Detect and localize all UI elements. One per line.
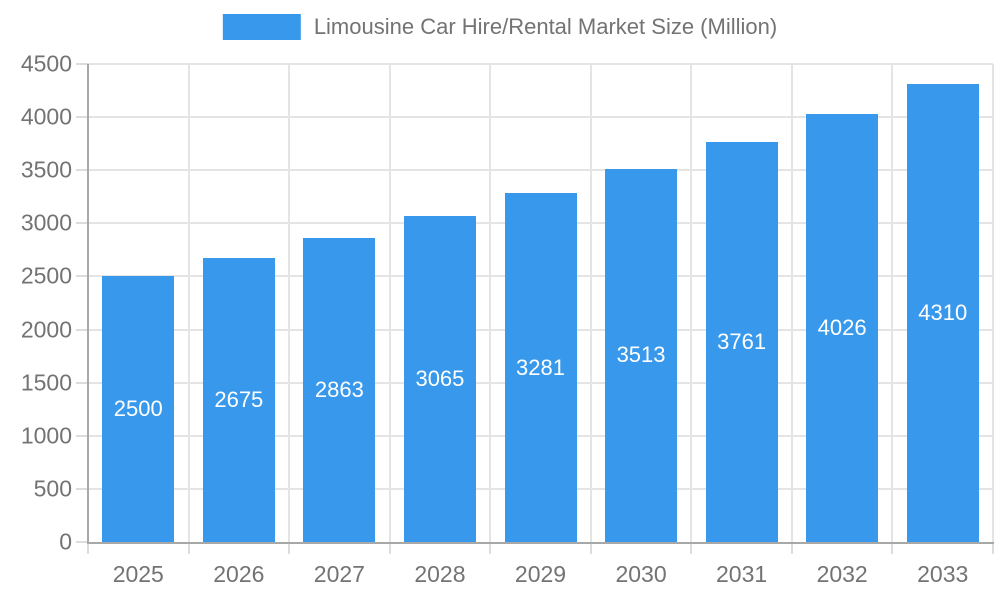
bar-2027	[303, 237, 376, 542]
bar-value-label: 2675	[214, 386, 264, 412]
x-tick	[388, 542, 391, 554]
bar-value-label: 3065	[415, 366, 465, 392]
y-tick	[76, 328, 88, 331]
y-tick	[76, 116, 88, 119]
bar-2033	[906, 84, 979, 542]
x-gridline	[288, 64, 291, 542]
y-axis-label: 1500	[20, 369, 72, 396]
y-tick	[76, 487, 88, 490]
bar-value-label: 2500	[113, 396, 163, 422]
y-axis-line	[87, 64, 89, 544]
y-tick	[76, 63, 88, 65]
x-tick	[891, 542, 894, 554]
y-axis-label: 3500	[20, 156, 72, 183]
bar-2026	[202, 257, 275, 542]
y-axis-label: 1000	[20, 422, 72, 449]
y-gridline	[88, 169, 993, 172]
y-tick	[76, 222, 88, 225]
y-gridline	[88, 63, 993, 65]
bar-value-label: 4026	[817, 315, 867, 341]
bar-2031	[705, 142, 778, 542]
bar-2028	[403, 216, 476, 542]
x-axis-label: 2026	[213, 561, 265, 587]
x-axis-label: 2027	[313, 561, 365, 587]
y-axis-label: 4500	[20, 50, 72, 77]
x-axis-label: 2028	[414, 561, 466, 587]
bar-value-label: 3513	[616, 342, 666, 368]
bar-2032	[806, 114, 879, 542]
x-tick	[790, 542, 793, 554]
legend-label: Limousine Car Hire/Rental Market Size (M…	[313, 14, 778, 39]
x-axis-label: 2029	[514, 561, 567, 587]
x-tick	[187, 542, 190, 554]
x-gridline	[489, 64, 492, 542]
legend-swatch	[222, 14, 301, 40]
x-tick	[288, 542, 291, 554]
x-gridline	[690, 64, 693, 542]
bar-value-label: 2863	[314, 376, 364, 402]
x-tick	[690, 542, 693, 554]
y-axis-label: 2000	[20, 316, 72, 343]
y-axis-label: 3000	[20, 209, 72, 236]
y-tick	[76, 169, 88, 172]
bar-2025	[102, 276, 175, 542]
x-gridline	[790, 64, 793, 542]
x-tick	[992, 542, 994, 554]
x-tick	[589, 542, 592, 554]
bar-2029	[504, 193, 577, 542]
x-gridline	[891, 64, 894, 542]
x-gridline	[992, 64, 994, 542]
x-gridline	[187, 64, 190, 542]
x-tick	[87, 542, 89, 554]
x-axis-label: 2030	[615, 561, 667, 587]
y-tick	[76, 275, 88, 278]
y-tick	[76, 434, 88, 437]
y-axis-label: 4000	[20, 103, 72, 130]
bar-value-label: 3281	[516, 354, 565, 380]
bar-2030	[605, 168, 678, 542]
y-axis-label: 2500	[20, 262, 72, 289]
y-axis-label: 500	[33, 475, 72, 502]
chart-legend[interactable]: Limousine Car Hire/Rental Market Size (M…	[222, 14, 778, 40]
y-axis-label: 0	[59, 528, 72, 555]
y-gridline	[88, 116, 993, 119]
x-axis-line	[87, 542, 994, 544]
bar-value-label: 4310	[918, 300, 968, 326]
y-tick	[76, 541, 88, 543]
y-tick	[76, 381, 88, 384]
x-gridline	[589, 64, 592, 542]
x-axis-label: 2025	[112, 561, 164, 587]
x-gridline	[388, 64, 391, 542]
x-axis-label: 2031	[716, 561, 768, 587]
x-axis-label: 2032	[816, 561, 868, 587]
x-tick	[489, 542, 492, 554]
bar-value-label: 3761	[717, 329, 767, 355]
x-axis-label: 2033	[917, 561, 969, 587]
